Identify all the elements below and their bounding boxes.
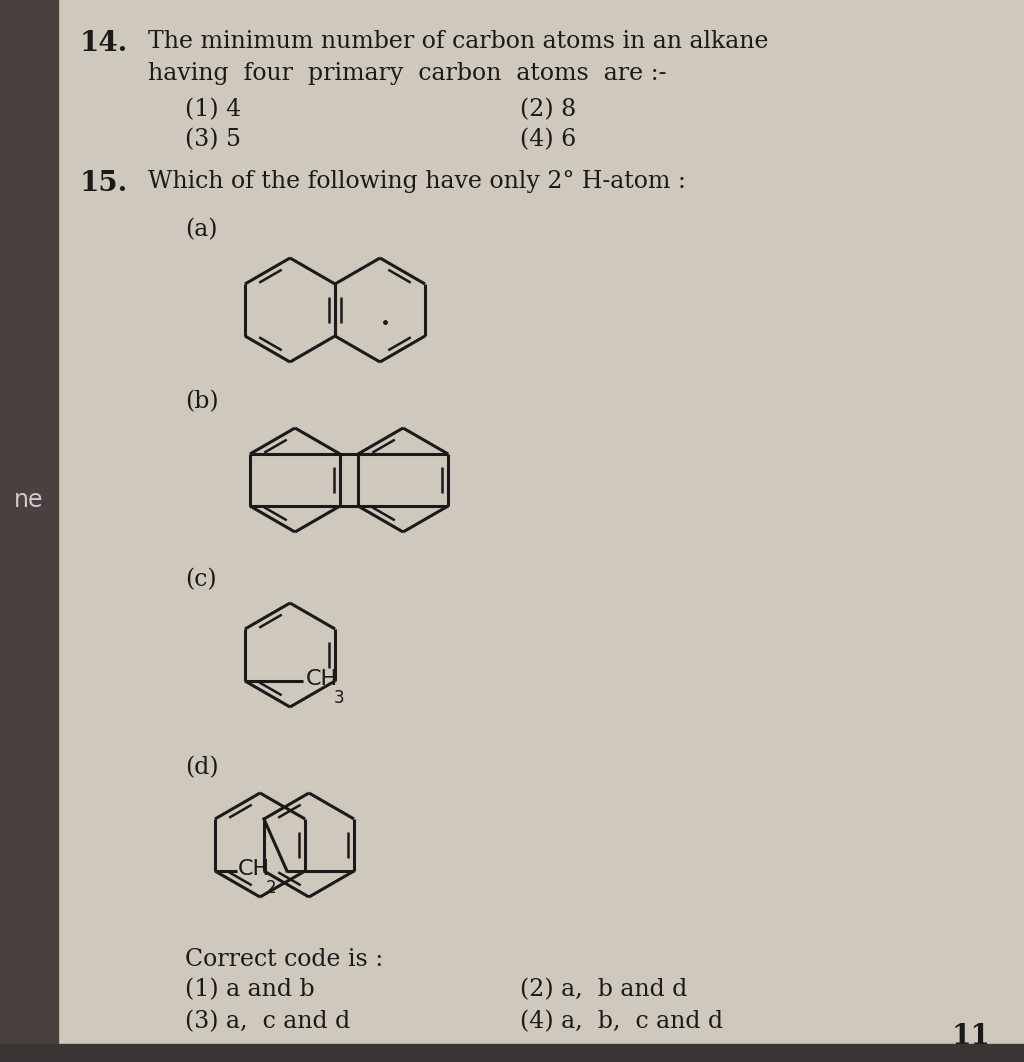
Text: (a): (a)	[185, 218, 217, 241]
Text: (1) a and b: (1) a and b	[185, 978, 314, 1001]
Text: having  four  primary  carbon  atoms  are :-: having four primary carbon atoms are :-	[148, 62, 667, 85]
Text: The minimum number of carbon atoms in an alkane: The minimum number of carbon atoms in an…	[148, 30, 768, 53]
Text: (4) a,  b,  c and d: (4) a, b, c and d	[520, 1010, 723, 1033]
Text: 3: 3	[334, 689, 345, 707]
Text: ne: ne	[14, 489, 44, 512]
Bar	[0, 0, 58, 1062]
Text: CH: CH	[238, 859, 270, 879]
Text: (d): (d)	[185, 756, 219, 780]
Text: (b): (b)	[185, 390, 219, 413]
Text: 14.: 14.	[80, 30, 128, 57]
Text: CH: CH	[306, 669, 338, 689]
Text: (1) 4: (1) 4	[185, 98, 242, 121]
Text: (3) a,  c and d: (3) a, c and d	[185, 1010, 350, 1033]
Text: Correct code is :: Correct code is :	[185, 948, 383, 971]
Text: Which of the following have only 2° H-atom :: Which of the following have only 2° H-at…	[148, 170, 686, 193]
Bar	[0, 1044, 1024, 1062]
Text: (3) 5: (3) 5	[185, 129, 241, 151]
Text: (2) a,  b and d: (2) a, b and d	[520, 978, 687, 1001]
Text: (c): (c)	[185, 568, 217, 590]
Text: (2) 8: (2) 8	[520, 98, 577, 121]
Text: (4) 6: (4) 6	[520, 129, 577, 151]
Text: 2: 2	[266, 879, 276, 897]
Text: 15.: 15.	[80, 170, 128, 196]
Text: 11: 11	[951, 1023, 990, 1050]
